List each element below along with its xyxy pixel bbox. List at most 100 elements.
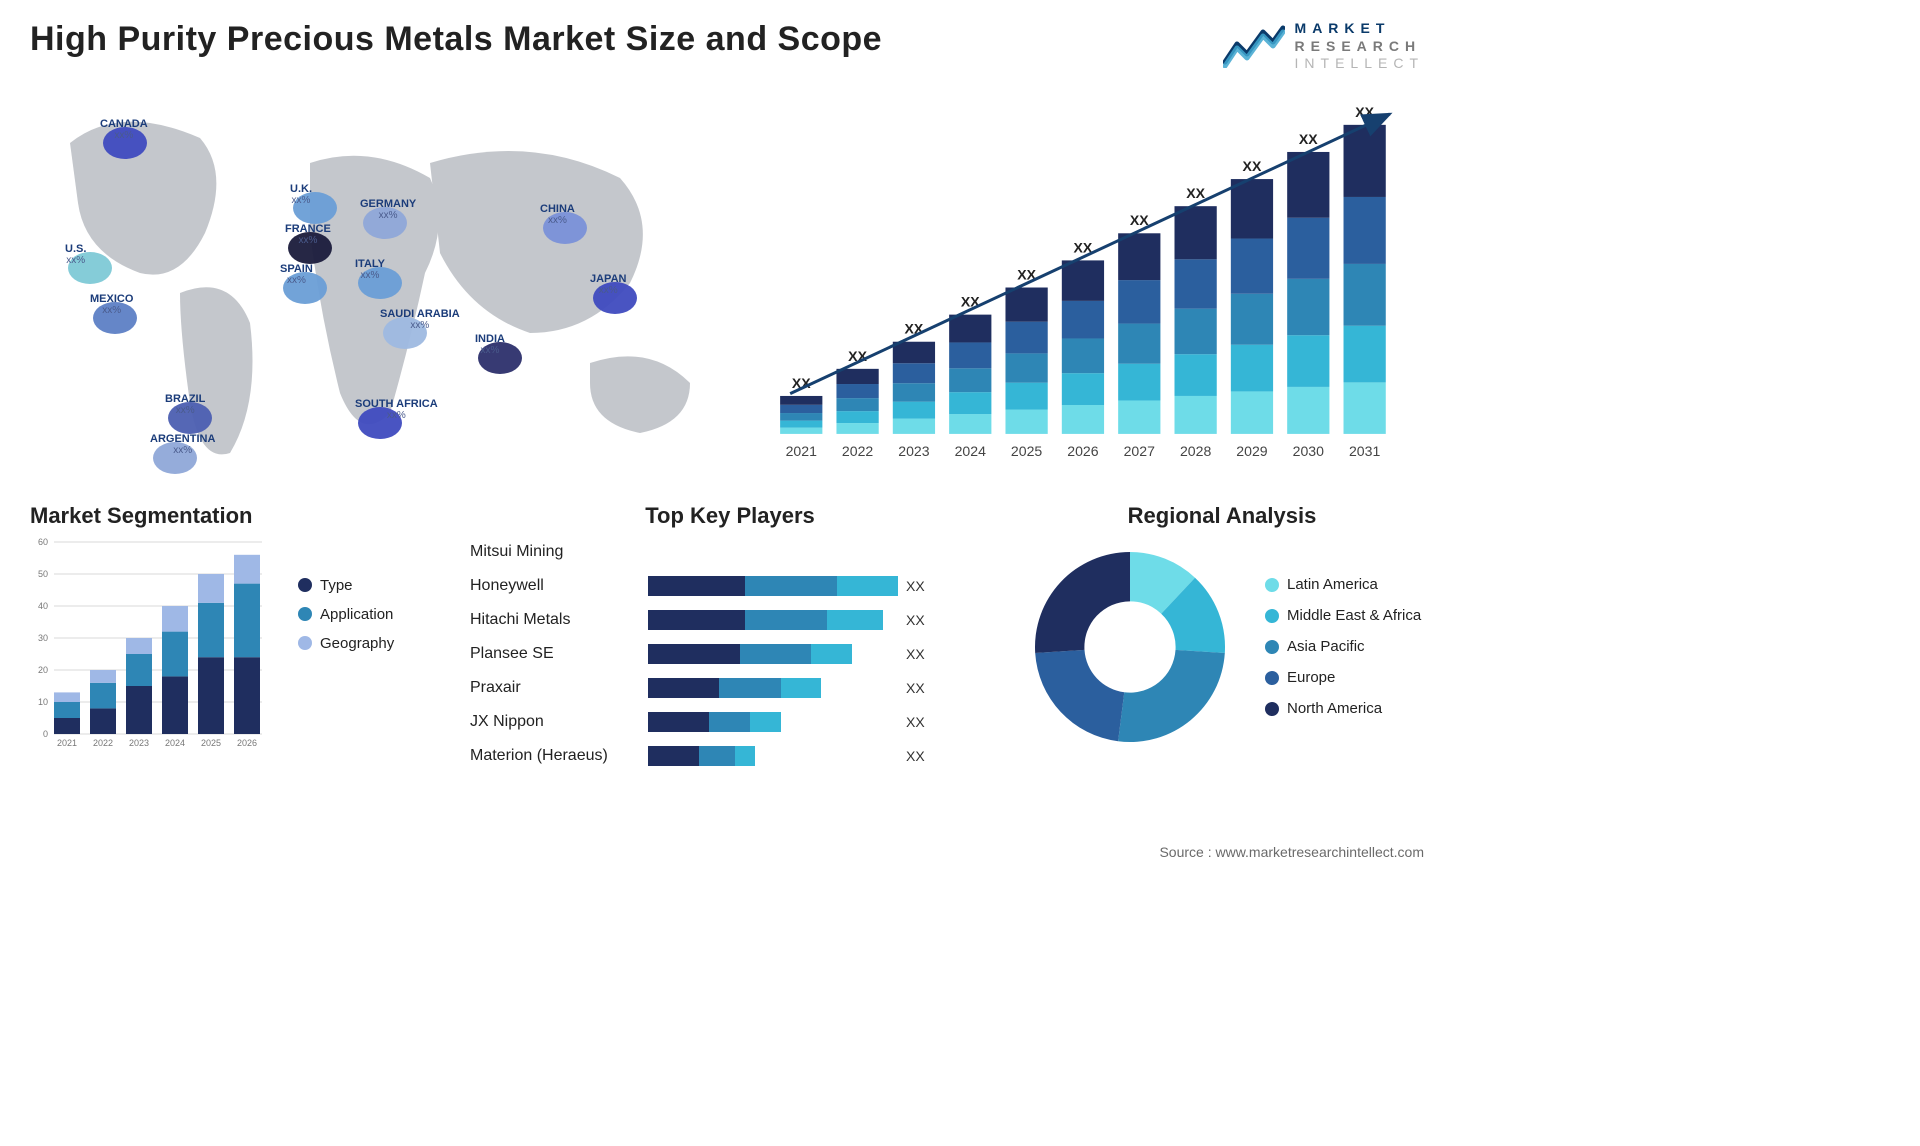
key-player-bar-segment — [811, 644, 852, 664]
svg-text:2025: 2025 — [201, 738, 221, 748]
map-country: CHINA — [540, 203, 575, 215]
legend-label: Latin America — [1287, 576, 1378, 593]
segmentation-legend-item: Application — [298, 606, 394, 623]
brand-logo-icon — [1223, 24, 1285, 68]
svg-text:2027: 2027 — [1124, 443, 1155, 459]
key-player-row: Mitsui Mining — [470, 537, 990, 567]
map-country-value: xx% — [540, 215, 575, 227]
key-player-bar-segment — [745, 610, 827, 630]
key-player-bar-segment — [648, 644, 740, 664]
regional-donut-svg — [1020, 537, 1240, 757]
legend-dot — [298, 578, 312, 592]
key-player-name: Plansee SE — [470, 645, 640, 663]
key-player-bar-segment — [827, 610, 883, 630]
legend-dot — [1265, 640, 1279, 654]
legend-label: Europe — [1287, 669, 1335, 686]
legend-label: Asia Pacific — [1287, 638, 1365, 655]
map-country: MEXICO — [90, 293, 133, 305]
map-label-brazil: BRAZILxx% — [165, 393, 205, 417]
key-player-bar-segment — [735, 746, 755, 766]
svg-text:2029: 2029 — [1236, 443, 1267, 459]
svg-text:2024: 2024 — [955, 443, 986, 459]
legend-dot — [1265, 702, 1279, 716]
world-map-panel: CANADAxx%U.S.xx%MEXICOxx%BRAZILxx%ARGENT… — [30, 83, 730, 483]
brand-line3: INTELLECT — [1295, 55, 1424, 73]
key-player-bar-segment — [745, 576, 837, 596]
key-player-bar — [648, 542, 898, 562]
regional-legend-item: North America — [1265, 700, 1421, 717]
key-player-bar-segment — [837, 576, 898, 596]
map-label-argentina: ARGENTINAxx% — [150, 433, 215, 457]
legend-dot — [1265, 609, 1279, 623]
svg-text:XX: XX — [1130, 212, 1149, 228]
key-player-row: Honeywell XX — [470, 571, 990, 601]
svg-text:2024: 2024 — [165, 738, 185, 748]
segmentation-legend-item: Type — [298, 577, 394, 594]
svg-text:50: 50 — [38, 569, 48, 579]
map-label-mexico: MEXICOxx% — [90, 293, 133, 317]
key-player-bar-segment — [648, 610, 745, 630]
legend-dot — [298, 636, 312, 650]
map-country-value: xx% — [590, 285, 626, 297]
key-player-row: PraxairXX — [470, 673, 990, 703]
segmentation-title: Market Segmentation — [30, 503, 440, 529]
svg-text:2030: 2030 — [1293, 443, 1324, 459]
map-country-value: xx% — [90, 305, 133, 317]
key-player-name: Materion (Heraeus) — [470, 747, 640, 765]
key-player-bar-segment — [740, 644, 811, 664]
segmentation-legend: Type Application Geography — [298, 577, 394, 767]
key-player-bar-segment — [699, 746, 735, 766]
key-player-bar — [648, 644, 898, 664]
svg-text:XX: XX — [1243, 158, 1262, 174]
map-country-value: xx% — [165, 405, 205, 417]
key-player-bar-segment — [648, 746, 699, 766]
map-label-u-k-: U.K.xx% — [290, 183, 312, 207]
key-player-bar-segment — [750, 712, 781, 732]
svg-text:2023: 2023 — [129, 738, 149, 748]
legend-dot — [1265, 578, 1279, 592]
key-player-name: Mitsui Mining — [470, 543, 640, 561]
key-players-panel: Top Key Players Mitsui Mining Honeywell XX… — [470, 503, 990, 793]
key-players-title: Top Key Players — [470, 503, 990, 529]
map-label-saudi-arabia: SAUDI ARABIAxx% — [380, 308, 460, 332]
svg-text:2023: 2023 — [898, 443, 929, 459]
legend-label: Application — [320, 606, 393, 623]
map-label-u-s-: U.S.xx% — [65, 243, 86, 267]
svg-text:2031: 2031 — [1349, 443, 1380, 459]
map-label-spain: SPAINxx% — [280, 263, 313, 287]
key-player-value: XX — [906, 748, 925, 764]
map-label-canada: CANADAxx% — [100, 118, 148, 142]
forecast-chart-panel: XX2021XX2022XX2023XX2024XX2025XX2026XX20… — [760, 83, 1424, 483]
svg-text:XX: XX — [1299, 130, 1318, 146]
key-player-bar-segment — [648, 576, 745, 596]
key-player-value: XX — [906, 578, 925, 594]
page-title: High Purity Precious Metals Market Size … — [30, 20, 882, 59]
key-player-name: JX Nippon — [470, 713, 640, 731]
map-label-china: CHINAxx% — [540, 203, 575, 227]
regional-legend: Latin AmericaMiddle East & AfricaAsia Pa… — [1265, 576, 1421, 717]
map-country-value: xx% — [150, 445, 215, 457]
map-country-value: xx% — [355, 270, 385, 282]
legend-dot — [1265, 671, 1279, 685]
key-player-value: XX — [906, 612, 925, 628]
legend-dot — [298, 607, 312, 621]
map-country: U.S. — [65, 243, 86, 255]
key-player-row: Hitachi MetalsXX — [470, 605, 990, 635]
map-country: SAUDI ARABIA — [380, 308, 460, 320]
svg-text:2025: 2025 — [1011, 443, 1042, 459]
key-player-name: Honeywell — [470, 577, 640, 595]
svg-text:60: 60 — [38, 537, 48, 547]
map-label-japan: JAPANxx% — [590, 273, 626, 297]
map-country: JAPAN — [590, 273, 626, 285]
key-player-row: Materion (Heraeus) XX — [470, 741, 990, 771]
segmentation-legend-item: Geography — [298, 635, 394, 652]
map-country-value: xx% — [475, 345, 505, 357]
key-players-list: Mitsui MiningHoneywellXXHitachi MetalsXX… — [470, 537, 990, 771]
key-player-bar — [648, 678, 898, 698]
legend-label: North America — [1287, 700, 1382, 717]
forecast-chart-svg: XX2021XX2022XX2023XX2024XX2025XX2026XX20… — [760, 83, 1424, 483]
svg-text:2022: 2022 — [93, 738, 113, 748]
key-player-bar — [648, 712, 898, 732]
map-country: ARGENTINA — [150, 433, 215, 445]
svg-text:XX: XX — [1355, 103, 1374, 119]
